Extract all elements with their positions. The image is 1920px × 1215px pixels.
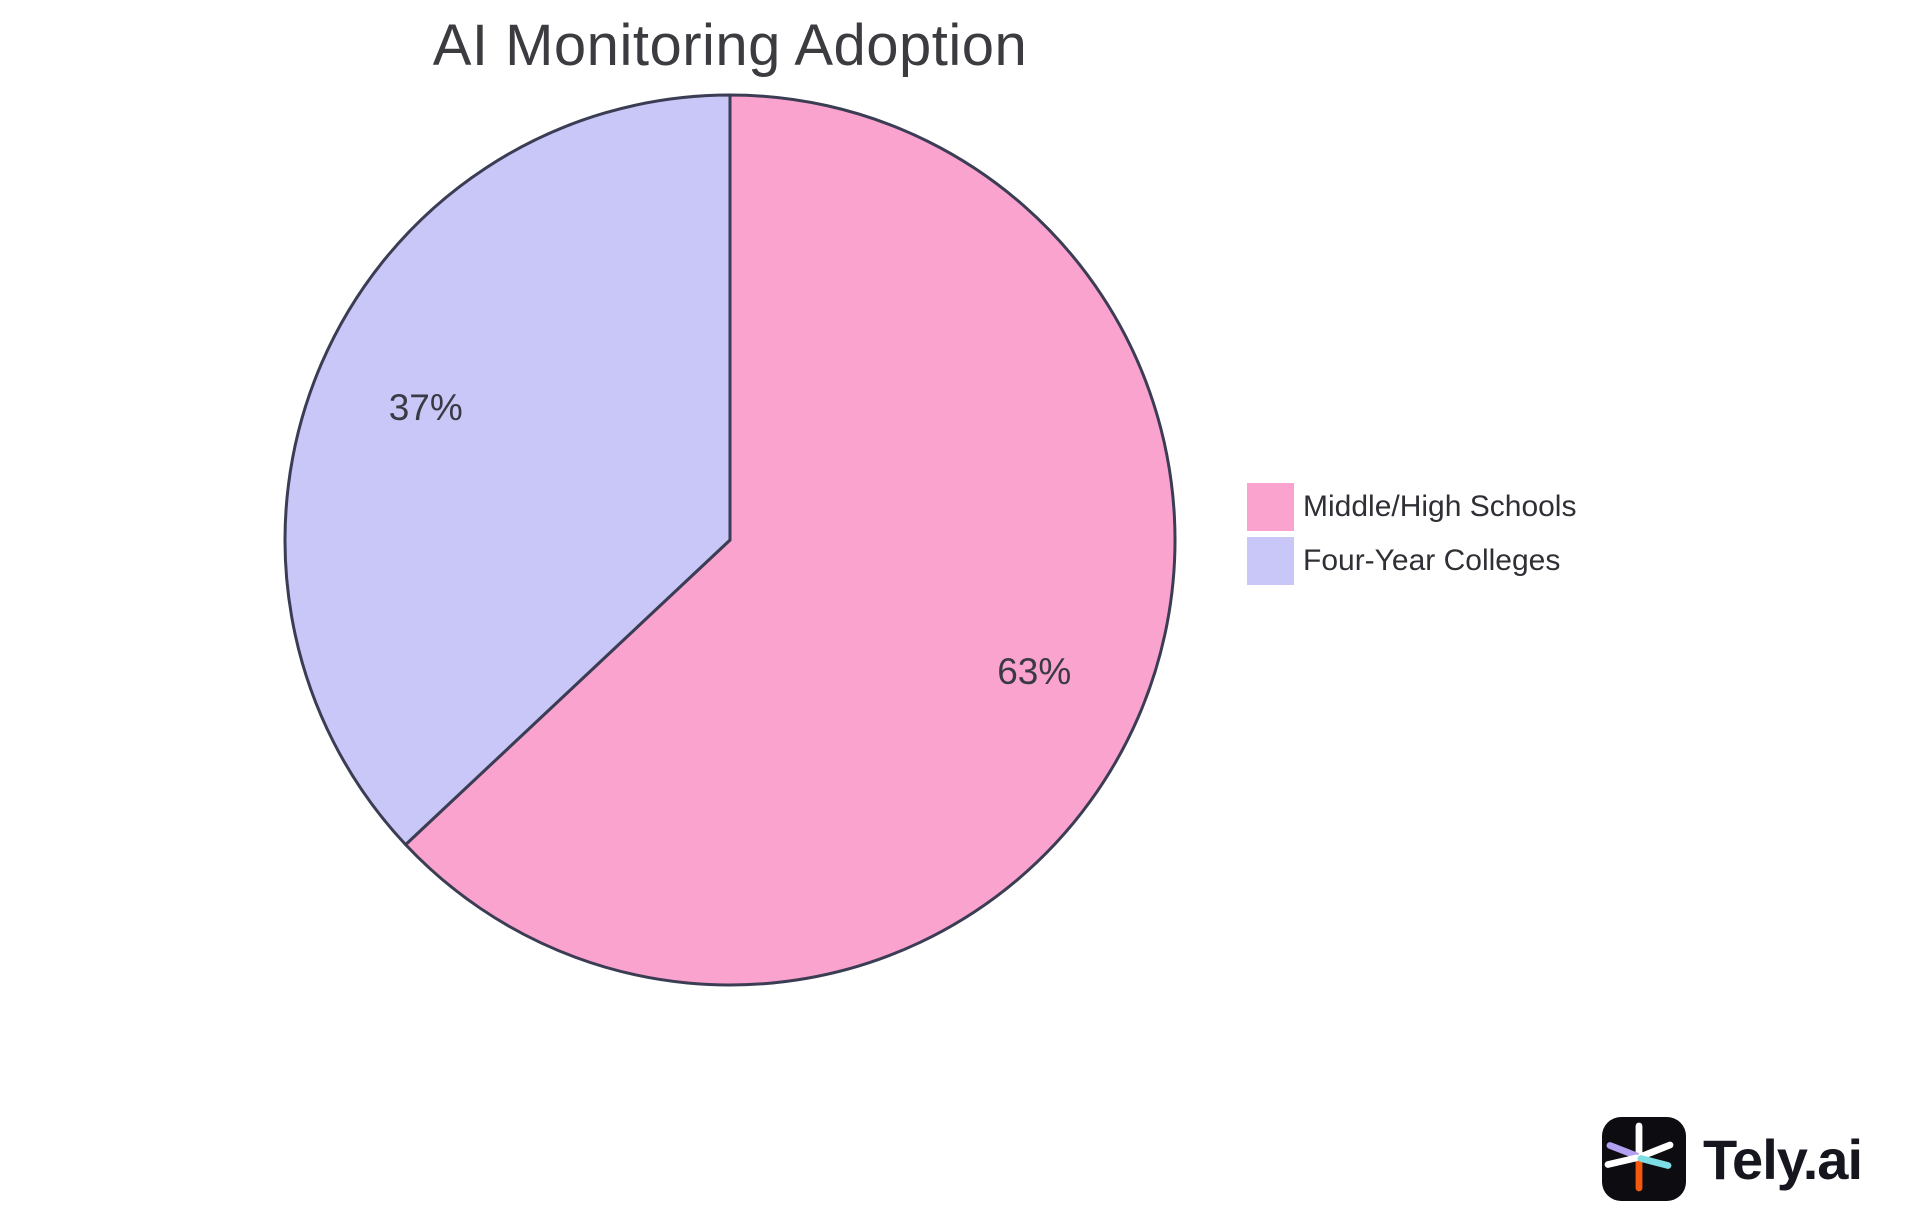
legend-swatch-four-year-colleges [1247,537,1294,585]
tely-logo: Tely.ai [1601,1116,1863,1202]
logo-spoke-upper-right-icon [1637,1141,1674,1160]
legend-swatch-middle-high-schools [1247,483,1294,531]
pie-slice-label-middle-high-schools: 63% [997,650,1072,692]
legend-label-middle-high-schools: Middle/High Schools [1303,490,1577,523]
logo-spoke-upper-left-icon [1606,1142,1641,1160]
chart-title: AI Monitoring Adoption [432,13,1028,78]
logo-spoke-lower-left-icon [1604,1154,1640,1168]
logo-spoke-lower-right-icon [1637,1155,1672,1169]
tely-logo-text: Tely.ai [1703,1127,1863,1191]
tely-logo-icon [1602,1117,1686,1201]
legend-item-middle-high-schools: Middle/High Schools [1247,483,1576,531]
chart-legend: Middle/High Schools Four-Year Colleges [1247,483,1576,591]
legend-item-four-year-colleges: Four-Year Colleges [1247,537,1576,585]
pie-slice-0 [404,93,1177,987]
legend-label-four-year-colleges: Four-Year Colleges [1303,544,1561,577]
pie-slice-label-four-year-colleges: 37% [388,387,463,429]
pie-slice-1 [283,93,732,847]
